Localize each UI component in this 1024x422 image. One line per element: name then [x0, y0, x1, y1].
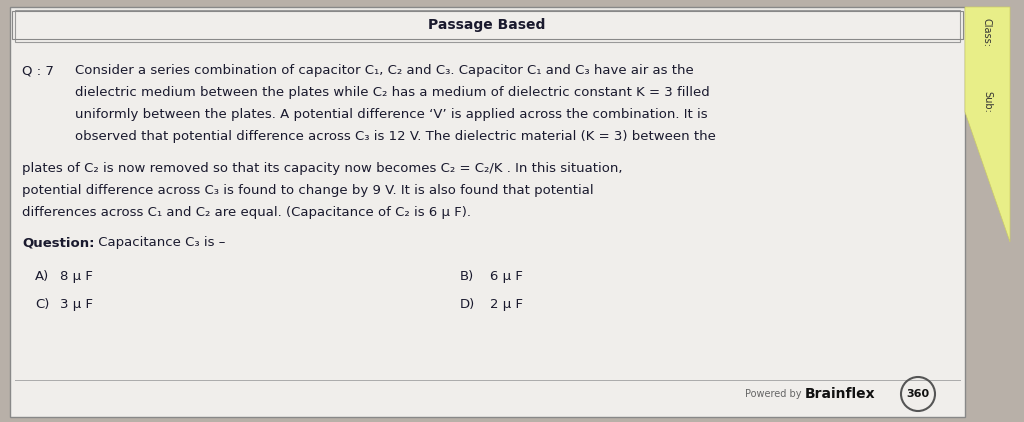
- Text: 3 μ F: 3 μ F: [60, 298, 93, 311]
- Text: plates of C₂ is now removed so that its capacity now becomes C₂ = C₂/K . In this: plates of C₂ is now removed so that its …: [22, 162, 623, 175]
- Text: dielectric medium between the plates while C₂ has a medium of dielectric constan: dielectric medium between the plates whi…: [75, 86, 710, 99]
- Text: D): D): [460, 298, 475, 311]
- Text: Powered by: Powered by: [745, 389, 802, 399]
- Text: 2 μ F: 2 μ F: [490, 298, 523, 311]
- Polygon shape: [965, 7, 1010, 242]
- Text: C): C): [35, 298, 49, 311]
- Text: 8 μ F: 8 μ F: [60, 270, 93, 283]
- Text: Question:: Question:: [22, 236, 94, 249]
- Text: differences across C₁ and C₂ are equal. (Capacitance of C₂ is 6 μ F).: differences across C₁ and C₂ are equal. …: [22, 206, 471, 219]
- Text: Capacitance C₃ is –: Capacitance C₃ is –: [94, 236, 225, 249]
- Text: uniformly between the plates. A potential difference ‘V’ is applied across the c: uniformly between the plates. A potentia…: [75, 108, 708, 121]
- FancyBboxPatch shape: [10, 7, 965, 417]
- Text: Consider a series combination of capacitor C₁, C₂ and C₃. Capacitor C₁ and C₃ ha: Consider a series combination of capacit…: [75, 64, 693, 77]
- Text: Sub:: Sub:: [982, 91, 992, 113]
- Text: observed that potential difference across C₃ is 12 V. The dielectric material (K: observed that potential difference acros…: [75, 130, 716, 143]
- Text: Class:: Class:: [982, 17, 992, 46]
- FancyBboxPatch shape: [15, 10, 961, 42]
- Text: Brainflex: Brainflex: [805, 387, 876, 401]
- Text: B): B): [460, 270, 474, 283]
- Text: 360: 360: [906, 389, 930, 399]
- Text: Q : 7: Q : 7: [22, 64, 54, 77]
- Text: potential difference across C₃ is found to change by 9 V. It is also found that : potential difference across C₃ is found …: [22, 184, 594, 197]
- Text: 6 μ F: 6 μ F: [490, 270, 523, 283]
- Text: Passage Based: Passage Based: [428, 18, 546, 32]
- Text: A): A): [35, 270, 49, 283]
